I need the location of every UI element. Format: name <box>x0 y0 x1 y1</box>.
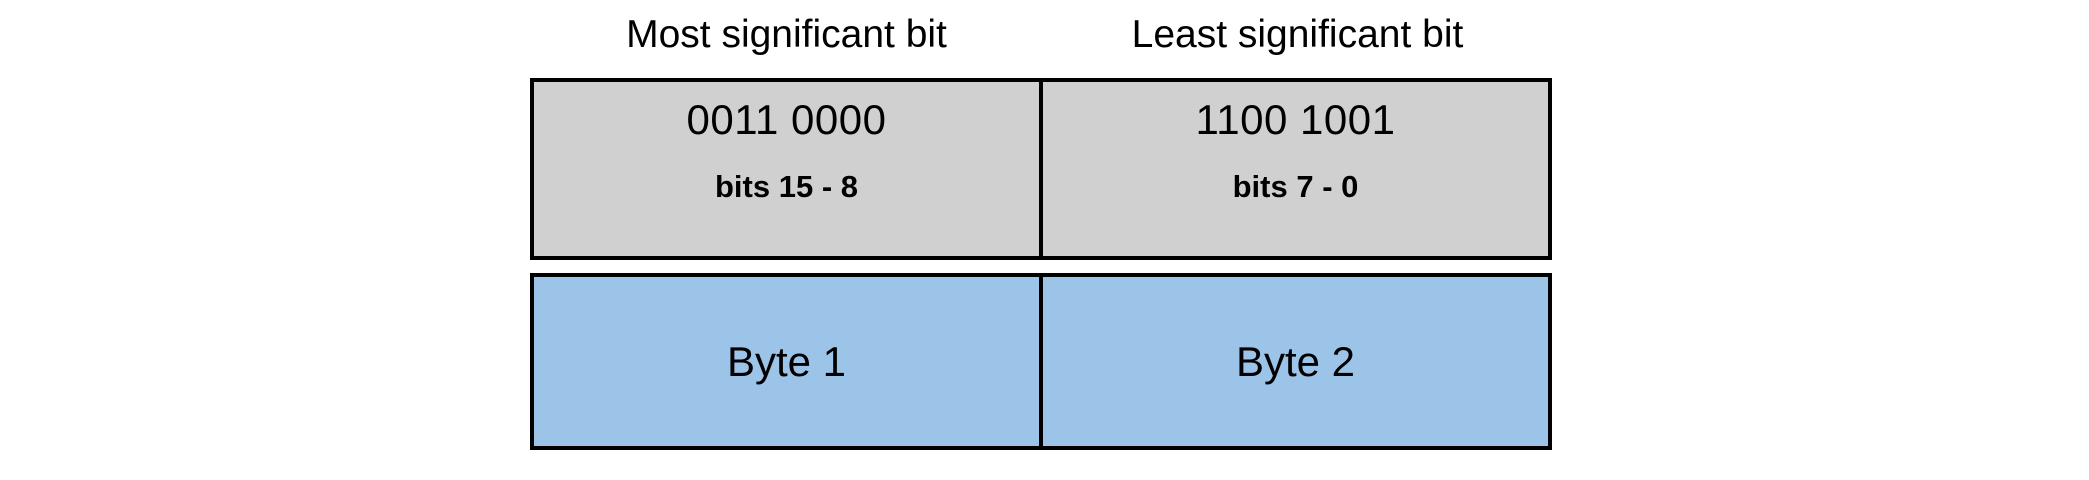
byte-label-1: Byte 1 <box>726 337 847 385</box>
bits-range-high: bits 15 - 8 <box>715 168 858 204</box>
bitfield-cell-low: 1100 1001 bits 7 - 0 <box>1039 82 1548 256</box>
caption-least-significant-bit: Least significant bit <box>1131 13 1464 56</box>
bits-range-low: bits 7 - 0 <box>1232 168 1359 204</box>
bitfield-row: 0011 0000 bits 15 - 8 1100 1001 bits 7 -… <box>530 78 1552 260</box>
byte-cell-2: Byte 2 <box>1039 277 1548 446</box>
bits-value-low: 1100 1001 <box>1195 96 1396 143</box>
byte-cell-1: Byte 1 <box>534 277 1039 446</box>
bitfield-cell-high: 0011 0000 bits 15 - 8 <box>534 82 1039 256</box>
byte-row: Byte 1 Byte 2 <box>530 273 1552 450</box>
caption-most-significant-bit: Most significant bit <box>626 13 947 56</box>
bits-value-high: 0011 0000 <box>686 96 887 143</box>
byte-label-2: Byte 2 <box>1235 337 1356 385</box>
